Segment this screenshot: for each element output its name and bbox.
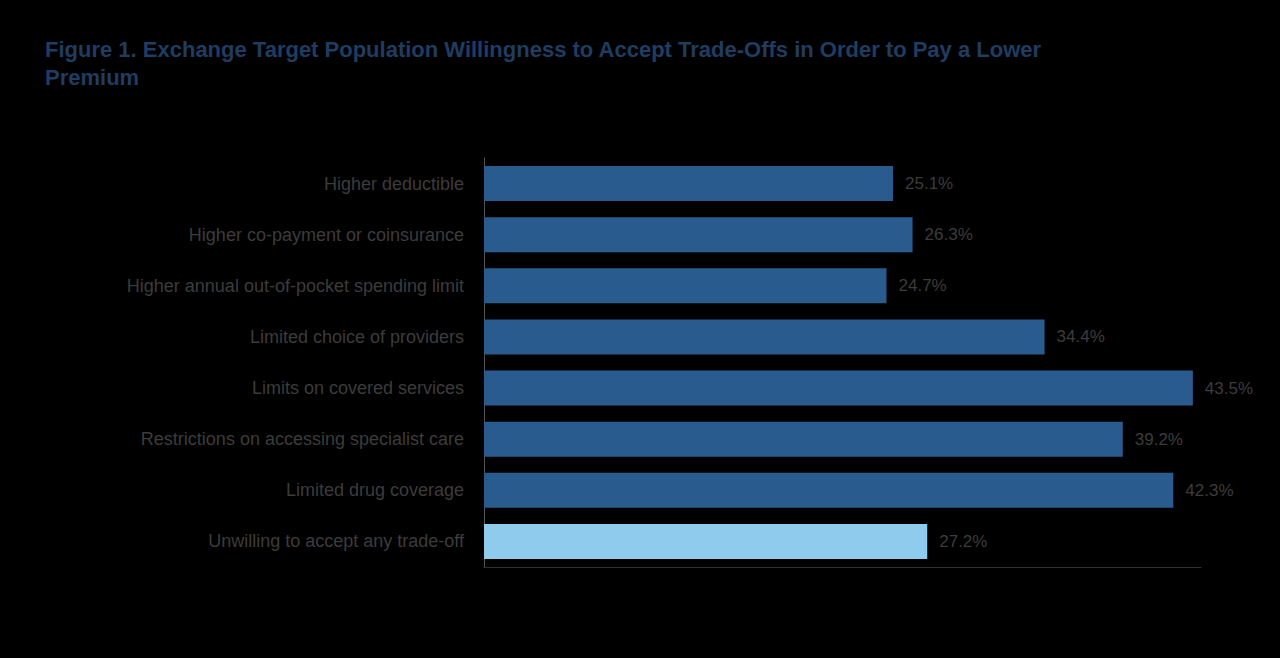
svg-text:Higher deductible: Higher deductible xyxy=(324,174,464,194)
svg-text:42.3%: 42.3% xyxy=(1185,481,1233,500)
svg-text:43.5%: 43.5% xyxy=(1205,379,1253,398)
svg-text:Limits on covered services: Limits on covered services xyxy=(252,378,464,398)
svg-text:Higher co-payment or coinsuran: Higher co-payment or coinsurance xyxy=(189,225,464,245)
svg-text:24.7%: 24.7% xyxy=(898,276,946,295)
svg-text:34.4%: 34.4% xyxy=(1057,327,1105,346)
svg-text:Figure 1. Exchange Target Popu: Figure 1. Exchange Target Population Wil… xyxy=(45,37,1047,62)
svg-text:Premium: Premium xyxy=(45,65,139,90)
svg-text:Restrictions on accessing spec: Restrictions on accessing specialist car… xyxy=(141,429,464,449)
svg-text:26.3%: 26.3% xyxy=(925,225,973,244)
svg-text:Unwilling to accept any trade-: Unwilling to accept any trade-off xyxy=(208,531,465,551)
svg-text:25.1%: 25.1% xyxy=(905,174,953,193)
svg-text:Limited choice of providers: Limited choice of providers xyxy=(250,327,464,347)
svg-text:Limited drug coverage: Limited drug coverage xyxy=(286,480,464,500)
svg-text:27.2%: 27.2% xyxy=(939,532,987,551)
svg-text:Higher annual out-of-pocket sp: Higher annual out-of-pocket spending lim… xyxy=(127,276,464,296)
svg-text:39.2%: 39.2% xyxy=(1135,430,1183,449)
